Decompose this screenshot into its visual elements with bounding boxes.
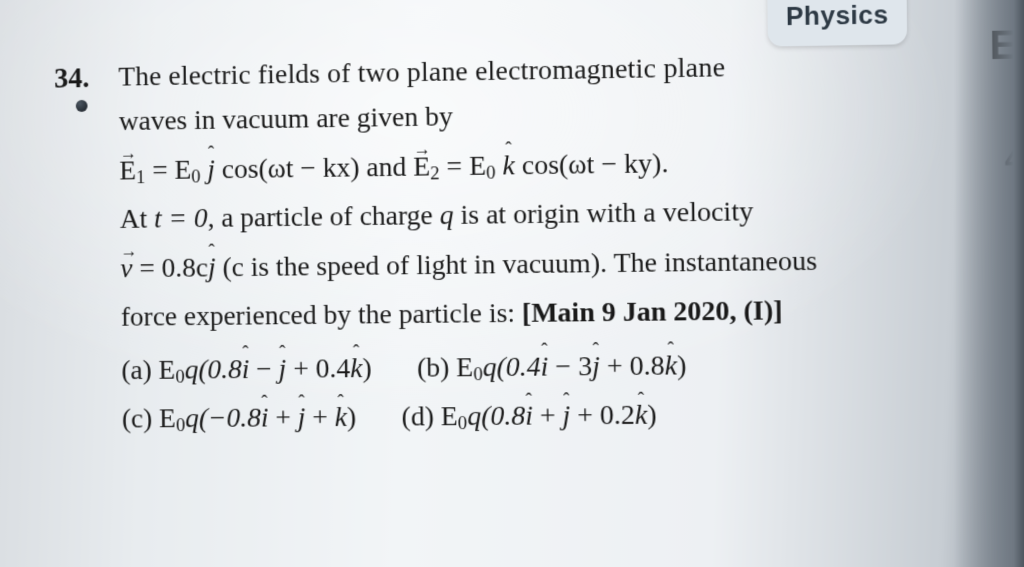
txt: ) <box>647 400 657 431</box>
edge-digit: 4 <box>1005 139 1024 179</box>
option-row-1: (a) E0q(0.8ˆi − ˆj + 0.4ˆk) (b) E0q(0.4ˆ… <box>121 341 990 392</box>
question-number: 34. <box>54 56 90 101</box>
bullet-icon <box>76 100 88 112</box>
option-row-2: (c) E0q(−0.8ˆi + ˆj + ˆk) (d) E0q(0.8ˆi … <box>122 391 991 441</box>
option-d: (d) E0q(0.8ˆi + ˆj + 0.2ˆk) <box>401 394 657 439</box>
j-hat: ˆj <box>208 246 216 289</box>
i-hat: ˆi <box>242 348 250 391</box>
sub-0: 0 <box>176 416 186 437</box>
vector-E2: →E <box>413 145 430 188</box>
option-a: (a) E0q(0.8ˆi − ˆj + 0.4ˆk) <box>121 347 372 392</box>
txt: is at origin with a velocity <box>453 197 753 232</box>
eq-text: = E <box>439 151 486 183</box>
exam-ref: [Main 9 Jan 2020, (I)] <box>522 296 783 330</box>
sub-1: 1 <box>136 167 146 188</box>
txt: (c is the speed of light in vacuum). The… <box>215 246 817 284</box>
j-hat: ˆj <box>207 148 215 191</box>
page: Physics E 4 34. The electric fields of t… <box>7 0 1024 567</box>
sub-0: 0 <box>486 163 496 184</box>
j-hat: ˆj <box>592 345 600 388</box>
hat-icon: ˆ <box>279 338 286 368</box>
txt: ) <box>362 353 372 384</box>
arrow-icon: → <box>413 136 430 163</box>
opt-label: (a) E <box>121 355 175 386</box>
edge-letter: E <box>989 23 1017 69</box>
opt-body: q(0.4 <box>483 351 541 382</box>
eq-text: cos(ωt − ky). <box>515 148 669 181</box>
opt-body: q(−0.8 <box>185 403 261 434</box>
option-c: (c) E0q(−0.8ˆi + ˆj + ˆk) <box>122 396 357 441</box>
vector-v: →v <box>120 247 133 290</box>
arrow-icon: → <box>119 140 136 167</box>
opt-label: (b) E <box>417 352 474 383</box>
question-block: 34. The electric fields of two plane ele… <box>52 42 990 442</box>
txt: + 0.8 <box>600 350 665 382</box>
j-hat: ˆj <box>298 397 306 440</box>
i-hat: ˆi <box>525 395 533 438</box>
question-body: The electric fields of two plane electro… <box>118 42 990 441</box>
hat-icon: ˆ <box>298 387 305 417</box>
subject-tab: Physics <box>768 0 908 47</box>
txt: + 0.2 <box>570 400 635 431</box>
hat-icon: ˆ <box>563 385 570 415</box>
hat-icon: ˆ <box>505 134 512 164</box>
txt: − <box>249 354 279 385</box>
options: (a) E0q(0.8ˆi − ˆj + 0.4ˆk) (b) E0q(0.4ˆ… <box>121 341 990 441</box>
sub-0: 0 <box>175 367 185 388</box>
k-hat: ˆk <box>664 344 677 388</box>
equation-line: →E1 = E0 ˆj cos(ωt − kx) and →E2 = E0 ˆk… <box>119 138 988 193</box>
hat-icon: ˆ <box>208 237 215 267</box>
txt: At <box>120 204 154 235</box>
hat-icon: ˆ <box>337 387 344 417</box>
sub-2: 2 <box>430 163 440 184</box>
j-hat: ˆj <box>562 395 570 438</box>
question-line-5: →v = 0.8cˆj (c is the speed of light in … <box>120 238 989 291</box>
hat-icon: ˆ <box>638 384 645 414</box>
opt-body: q(0.8 <box>467 401 525 432</box>
hat-icon: ˆ <box>261 387 268 417</box>
i-hat: ˆi <box>261 397 269 440</box>
txt: − 3 <box>548 351 592 382</box>
txt: ) <box>677 350 687 381</box>
k-hat: ˆk <box>635 394 648 438</box>
i-hat: ˆi <box>540 345 548 388</box>
arrow-icon: → <box>120 238 132 265</box>
k-hat: ˆk <box>502 144 515 187</box>
txt: + <box>305 403 335 434</box>
option-b: (b) E0q(0.4ˆi − 3ˆj + 0.8ˆk) <box>417 344 687 390</box>
hat-icon: ˆ <box>208 139 215 169</box>
k-hat: ˆk <box>335 396 348 439</box>
it-t0: t = 0 <box>154 204 208 235</box>
txt: force experienced by the particle is: <box>121 298 522 333</box>
hat-icon: ˆ <box>541 335 548 365</box>
txt: + 0.4 <box>286 353 350 384</box>
hat-icon: ˆ <box>353 337 360 367</box>
eq-text: cos(ωt − kx) and <box>215 152 414 185</box>
question-line-6: force experienced by the particle is: [M… <box>121 287 990 339</box>
hat-icon: ˆ <box>242 338 249 368</box>
opt-label: (d) E <box>401 402 458 433</box>
it-q: q <box>440 200 454 231</box>
sub-0: 0 <box>473 364 483 385</box>
txt: + <box>268 403 298 434</box>
opt-body: q(0.8 <box>184 354 241 385</box>
hat-icon: ˆ <box>592 335 599 365</box>
vector-E1: →E <box>119 149 136 192</box>
hat-icon: ˆ <box>667 334 674 364</box>
txt: = 0.8c <box>132 252 208 283</box>
sub-0: 0 <box>458 414 468 435</box>
opt-label: (c) E <box>122 404 176 435</box>
k-hat: ˆk <box>350 347 363 390</box>
eq-text: = E <box>145 155 191 186</box>
question-line-4: At t = 0, a particle of charge q is at o… <box>120 188 989 242</box>
hat-icon: ˆ <box>525 385 532 415</box>
txt: , a particle of charge <box>207 201 440 235</box>
j-hat: ˆj <box>278 348 286 391</box>
sub-0: 0 <box>191 167 201 188</box>
txt: ) <box>347 402 357 433</box>
txt: + <box>533 401 563 432</box>
